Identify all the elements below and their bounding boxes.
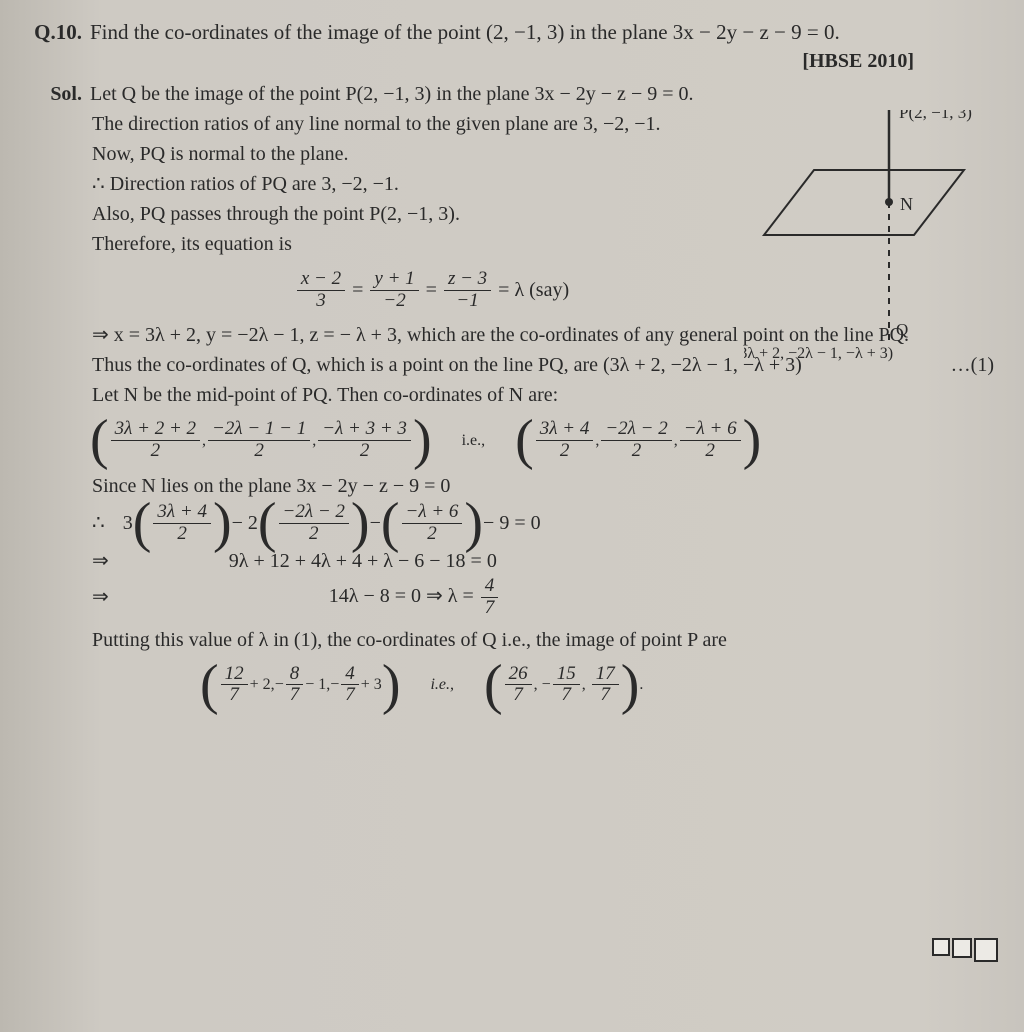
plane-svg: P(2, −1, 3) N Q (3λ + 2, −2λ − 1, −λ + 3… — [744, 110, 994, 370]
t1a-n: 3λ + 2 + 2 — [111, 419, 200, 441]
eq1-tail: = λ (say) — [498, 279, 569, 301]
t2b-n: −2λ − 2 — [601, 419, 671, 441]
solution-line-5: Also, PQ passes through the point P(2, −… — [92, 199, 832, 229]
t3bt: − 1, — [305, 676, 330, 694]
question-row: Q.10. Find the co-ordinates of the image… — [30, 18, 994, 46]
t3an: 12 — [221, 664, 248, 686]
e2t1d: 2 — [153, 524, 211, 545]
eq1-den3: −1 — [444, 291, 491, 312]
t2b-d: 2 — [601, 441, 671, 462]
solution-line-6: Therefore, its equation is — [92, 229, 832, 259]
q-coords: (3λ + 2, −2λ − 1, −λ + 3) — [744, 345, 893, 362]
equation-2: ∴ 3(3λ + 42) − 2(−2λ − 22) − (−λ + 62) −… — [92, 501, 832, 546]
l12b: 14λ − 8 = 0 ⇒ λ = — [329, 585, 474, 607]
question-reference: [HBSE 2010] — [30, 50, 994, 73]
ie-label-2: i.e., — [430, 676, 454, 694]
l12a: ⇒ — [92, 582, 109, 612]
solution-line-1: Let Q be the image of the point P(2, −1,… — [90, 79, 694, 109]
q-label: Q — [896, 320, 908, 339]
e2t2d: 2 — [279, 524, 349, 545]
t1b-n: −2λ − 1 − 1 — [208, 419, 310, 441]
tuple1: ( 3λ + 2 + 22, −2λ − 1 − 12, −λ + 3 + 32… — [90, 418, 432, 463]
solution-label: Sol. — [30, 83, 82, 106]
n-label: N — [900, 194, 913, 214]
t3at: + 2, — [250, 676, 275, 694]
tuple3: ( 127 + 2, −87 − 1, −47 + 3 ) — [200, 663, 400, 708]
solution-line-3: Now, PQ is normal to the plane. — [92, 139, 832, 169]
equation-4: ⇒ 14λ − 8 = 0 ⇒ λ = 47 — [92, 576, 832, 619]
question-number: Q.10. — [30, 20, 82, 45]
answer-box-icon — [932, 938, 998, 962]
e2t3n: −λ + 6 — [402, 502, 463, 524]
solution-line-4: ∴ Direction ratios of PQ are 3, −2, −1. — [92, 169, 832, 199]
t3bd: 7 — [286, 685, 304, 706]
e2t1n: 3λ + 4 — [153, 502, 211, 524]
t1a-d: 2 — [111, 441, 200, 462]
eq2-pre: ∴ — [92, 508, 105, 538]
tuple2: ( 3λ + 42, −2λ − 22, −λ + 62 ) — [515, 418, 761, 463]
box-small — [932, 938, 950, 956]
t1b-d: 2 — [208, 441, 310, 462]
t3cp: − — [330, 676, 339, 694]
t2a-n: 3λ + 4 — [536, 419, 594, 441]
eq1-den1: 3 — [297, 291, 345, 312]
box-medium — [952, 938, 972, 958]
solution-row: Sol. Let Q be the image of the point P(2… — [30, 79, 994, 109]
solution-line-8a: Thus the co-ordinates of Q, which is a p… — [92, 350, 802, 380]
solution-line-2: The direction ratios of any line normal … — [92, 109, 832, 139]
t4cn: 17 — [592, 664, 619, 686]
t3bn: 8 — [286, 664, 304, 686]
e2tail: − 9 = 0 — [483, 508, 541, 538]
question-text: Find the co-ordinates of the image of th… — [90, 18, 840, 46]
solution-line-9: Let N be the mid-point of PQ. Then co-or… — [92, 380, 832, 410]
t2c-n: −λ + 6 — [680, 419, 741, 441]
t4an: 26 — [505, 664, 532, 686]
l11b: 9λ + 12 + 4λ + 4 + λ − 6 − 18 = 0 — [229, 546, 497, 576]
equation-3: ⇒ 9λ + 12 + 4λ + 4 + λ − 6 − 18 = 0 — [92, 546, 832, 576]
eq1-num3: z − 3 — [444, 269, 491, 291]
t3ad: 7 — [221, 685, 248, 706]
eq1-num2: y + 1 — [370, 269, 418, 291]
eq1-den2: −2 — [370, 291, 418, 312]
tuple-row-2: ( 127 + 2, −87 − 1, −47 + 3 ) i.e., ( 26… — [200, 663, 994, 708]
t4cd: 7 — [592, 685, 619, 706]
l11a: ⇒ — [92, 546, 109, 576]
t3bp: − — [275, 676, 284, 694]
ie-label-1: i.e., — [462, 432, 486, 450]
page: Q.10. Find the co-ordinates of the image… — [0, 0, 1024, 1032]
t4bp: − — [542, 676, 551, 694]
t1c-n: −λ + 3 + 3 — [318, 419, 411, 441]
l12fd: 7 — [481, 598, 499, 619]
p-label: P(2, −1, 3) — [899, 110, 972, 122]
eq1-num1: x − 2 — [297, 269, 345, 291]
solution-line-10: Since N lies on the plane 3x − 2y − z − … — [92, 471, 832, 501]
plane-diagram: P(2, −1, 3) N Q (3λ + 2, −2λ − 1, −λ + 3… — [744, 110, 994, 350]
t2c-d: 2 — [680, 441, 741, 462]
t4bn: 15 — [553, 664, 580, 686]
l12fn: 4 — [481, 576, 499, 598]
point-n — [885, 198, 893, 206]
t4ad: 7 — [505, 685, 532, 706]
t3cd: 7 — [341, 685, 359, 706]
t1c-d: 2 — [318, 441, 411, 462]
solution-line-13: Putting this value of λ in (1), the co-o… — [92, 625, 994, 655]
e2t2n: −2λ − 2 — [279, 502, 349, 524]
plane-polygon — [764, 170, 964, 235]
t3ct: + 3 — [361, 676, 382, 694]
t4bd: 7 — [553, 685, 580, 706]
e2t3d: 2 — [402, 524, 463, 545]
t2a-d: 2 — [536, 441, 594, 462]
tuple-row-1: ( 3λ + 2 + 22, −2λ − 1 − 12, −λ + 3 + 32… — [90, 418, 994, 463]
box-large — [974, 938, 998, 962]
t3cn: 4 — [341, 664, 359, 686]
tuple4: ( 267, −157, 177 ). — [484, 663, 643, 708]
